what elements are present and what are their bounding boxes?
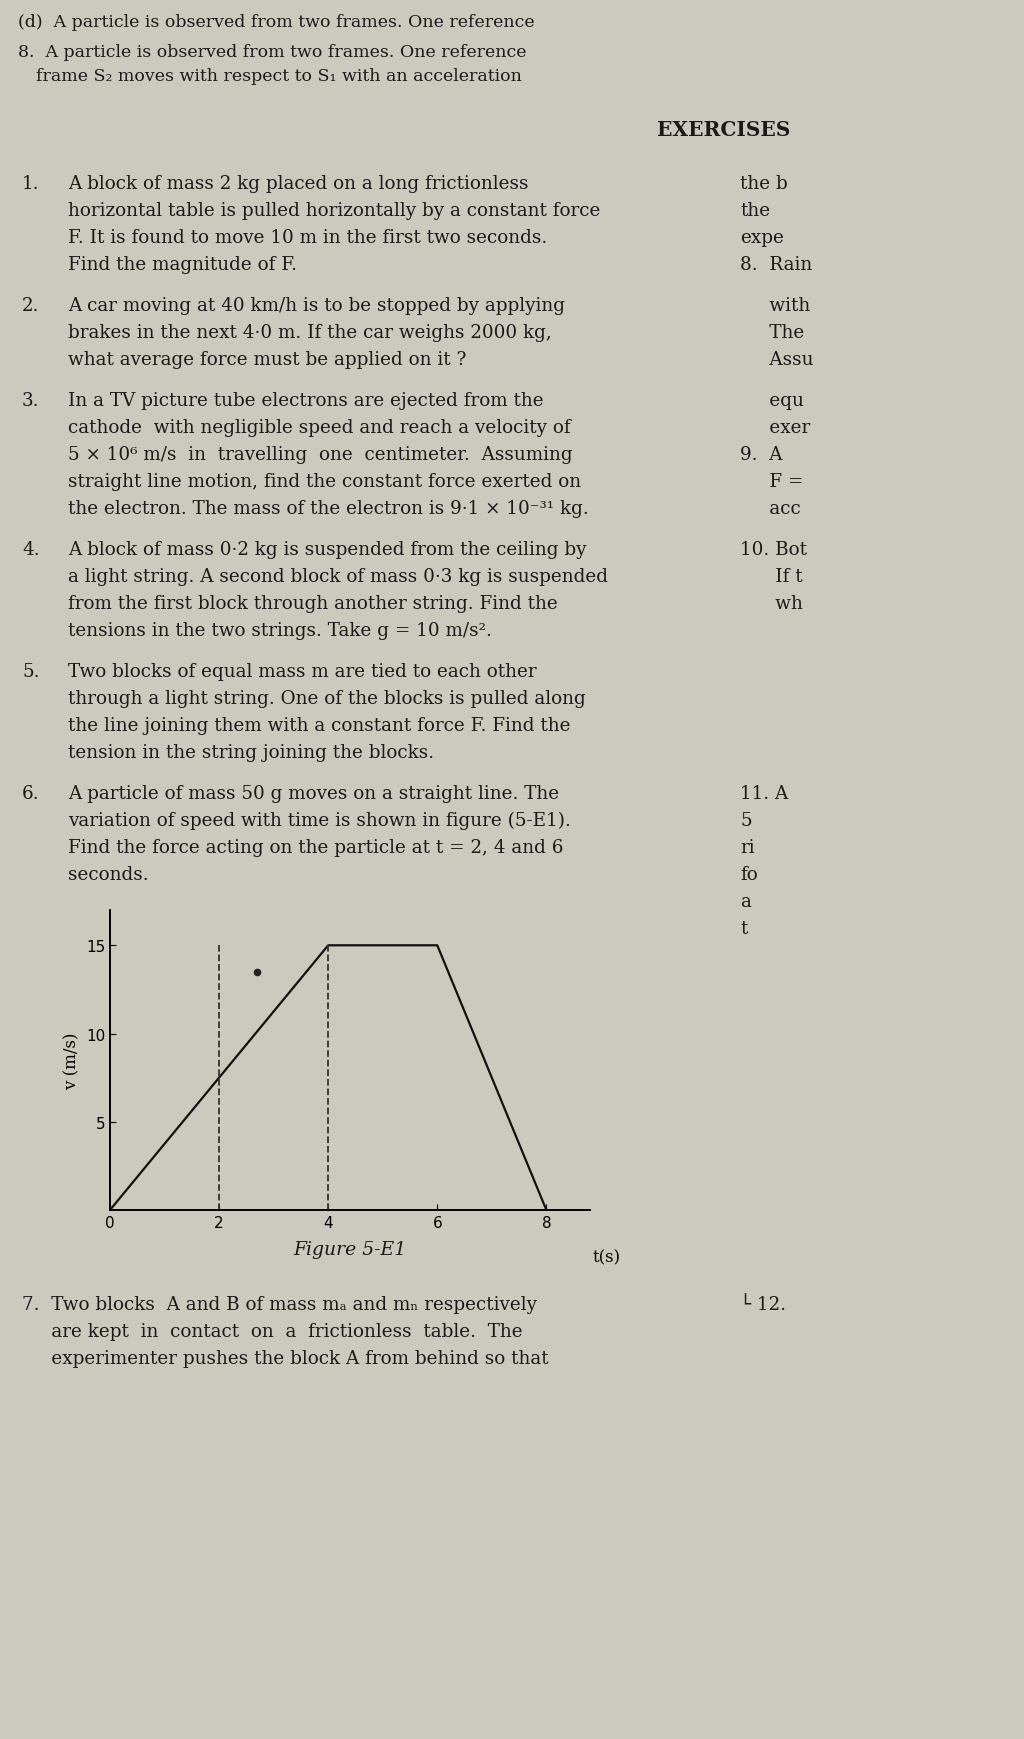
Text: 4.: 4. [22,541,40,558]
Text: brakes in the next 4·0 m. If the car weighs 2000 kg,: brakes in the next 4·0 m. If the car wei… [68,323,552,343]
Text: exer: exer [740,419,810,436]
Text: The: The [740,323,804,343]
Text: with: with [740,297,810,315]
Text: 2.: 2. [22,297,39,315]
Text: 7.  Two blocks  A and B of mass mₐ and mₙ respectively: 7. Two blocks A and B of mass mₐ and mₙ … [22,1296,537,1313]
Text: 10. Bot: 10. Bot [740,541,807,558]
Text: tension in the string joining the blocks.: tension in the string joining the blocks… [68,744,434,762]
Text: are kept  in  contact  on  a  frictionless  table.  The: are kept in contact on a frictionless ta… [22,1322,522,1341]
Text: a light string. A second block of mass 0·3 kg is suspended: a light string. A second block of mass 0… [68,567,608,586]
Text: Find the magnitude of F.: Find the magnitude of F. [68,256,297,273]
Text: from the first block through another string. Find the: from the first block through another str… [68,595,558,612]
Text: seconds.: seconds. [68,866,148,883]
Text: 5 × 10⁶ m/s  in  travelling  one  centimeter.  Assuming: 5 × 10⁶ m/s in travelling one centimeter… [68,445,572,464]
Text: experimenter pushes the block A from behind so that: experimenter pushes the block A from beh… [22,1349,549,1367]
Text: (d)  A particle is observed from two frames. One reference: (d) A particle is observed from two fram… [18,14,535,31]
Text: A block of mass 0·2 kg is suspended from the ceiling by: A block of mass 0·2 kg is suspended from… [68,541,587,558]
Text: the b: the b [740,176,787,193]
Text: wh: wh [740,595,803,612]
Text: cathode  with negligible speed and reach a velocity of: cathode with negligible speed and reach … [68,419,570,436]
Text: 11. A: 11. A [740,784,788,802]
Y-axis label: v (m/s): v (m/s) [63,1031,80,1089]
Text: A car moving at 40 km/h is to be stopped by applying: A car moving at 40 km/h is to be stopped… [68,297,565,315]
Text: A particle of mass 50 g moves on a straight line. The: A particle of mass 50 g moves on a strai… [68,784,559,802]
Text: frame S₂ moves with respect to S₁ with an acceleration: frame S₂ moves with respect to S₁ with a… [36,68,522,85]
Text: 9.  A: 9. A [740,445,782,464]
Text: Figure 5-E1: Figure 5-E1 [294,1240,407,1259]
Text: variation of speed with time is shown in figure (5-E1).: variation of speed with time is shown in… [68,812,570,830]
Text: Find the force acting on the particle at t = 2, 4 and 6: Find the force acting on the particle at… [68,838,563,857]
Text: 3.: 3. [22,391,40,410]
Text: 6.: 6. [22,784,40,802]
Text: ri: ri [740,838,755,857]
Text: t: t [740,920,748,937]
Text: through a light string. One of the blocks is pulled along: through a light string. One of the block… [68,690,586,708]
Text: EXERCISES: EXERCISES [656,120,790,139]
Text: 8.  Rain: 8. Rain [740,256,812,273]
Text: 5.: 5. [22,663,40,680]
Text: the electron. The mass of the electron is 9·1 × 10⁻³¹ kg.: the electron. The mass of the electron i… [68,499,589,518]
Text: a: a [740,892,751,911]
Text: the: the [740,202,770,219]
Text: t(s): t(s) [593,1249,621,1266]
Text: F =: F = [740,473,804,490]
Text: straight line motion, find the constant force exerted on: straight line motion, find the constant … [68,473,582,490]
Text: F. It is found to move 10 m in the first two seconds.: F. It is found to move 10 m in the first… [68,230,547,247]
Text: 5: 5 [740,812,752,830]
Text: A block of mass 2 kg placed on a long frictionless: A block of mass 2 kg placed on a long fr… [68,176,528,193]
Text: equ: equ [740,391,804,410]
Text: In a TV picture tube electrons are ejected from the: In a TV picture tube electrons are eject… [68,391,544,410]
Text: Two blocks of equal mass m are tied to each other: Two blocks of equal mass m are tied to e… [68,663,537,680]
Text: acc: acc [740,499,801,518]
Text: what average force must be applied on it ?: what average force must be applied on it… [68,351,466,369]
Text: tensions in the two strings. Take g = 10 m/s².: tensions in the two strings. Take g = 10… [68,621,492,640]
Text: 1.: 1. [22,176,40,193]
Text: If t: If t [740,567,803,586]
Text: Assu: Assu [740,351,813,369]
Text: horizontal table is pulled horizontally by a constant force: horizontal table is pulled horizontally … [68,202,600,219]
Text: └ 12.: └ 12. [740,1296,786,1313]
Text: fo: fo [740,866,758,883]
Text: 8.  A particle is observed from two frames. One reference: 8. A particle is observed from two frame… [18,43,526,61]
Text: expe: expe [740,230,784,247]
Text: the line joining them with a constant force F. Find the: the line joining them with a constant fo… [68,716,570,734]
